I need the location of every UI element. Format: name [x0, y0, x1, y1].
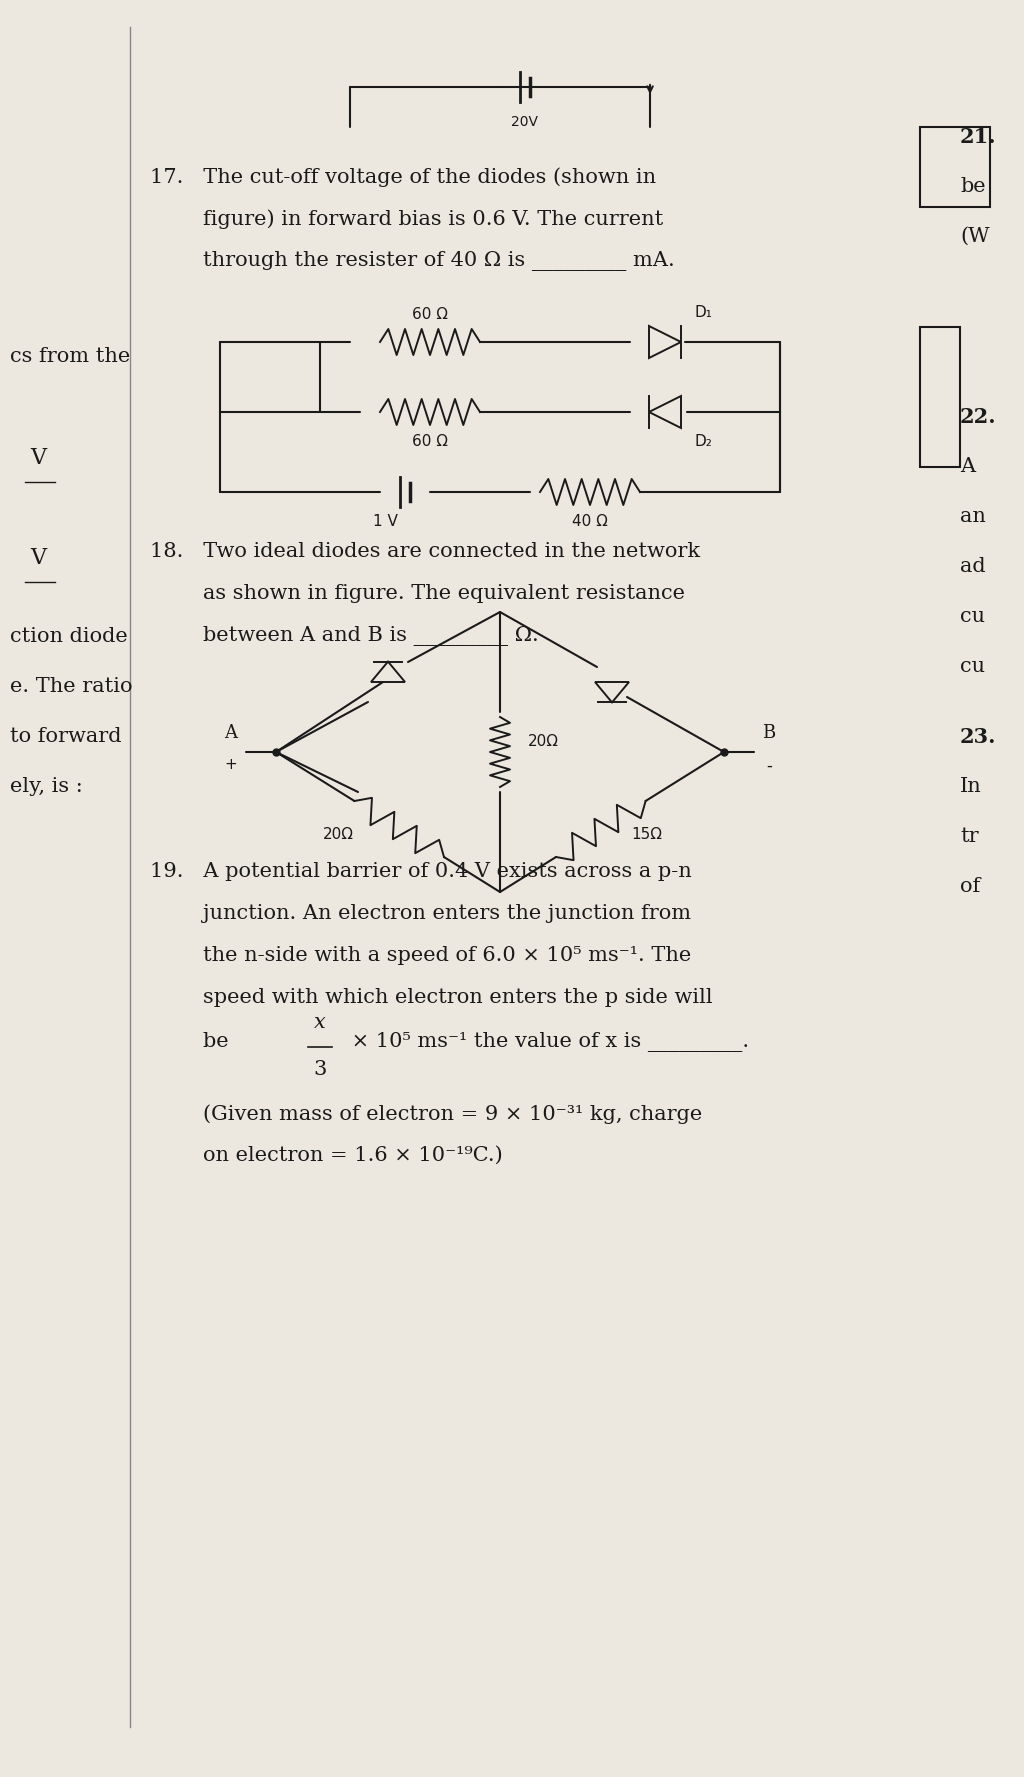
- Text: 20Ω: 20Ω: [323, 826, 353, 842]
- Text: A: A: [961, 457, 975, 476]
- Text: x: x: [314, 1013, 326, 1032]
- Text: D₁: D₁: [695, 306, 713, 320]
- Text: an: an: [961, 506, 986, 526]
- Text: ely, is :: ely, is :: [10, 777, 83, 796]
- Text: be: be: [961, 178, 986, 195]
- Text: 60 Ω: 60 Ω: [412, 434, 449, 450]
- Text: (Given mass of electron = 9 × 10⁻³¹ kg, charge: (Given mass of electron = 9 × 10⁻³¹ kg, …: [150, 1104, 702, 1123]
- Text: 60 Ω: 60 Ω: [412, 307, 449, 322]
- Text: cs from the: cs from the: [10, 347, 130, 366]
- Text: be: be: [150, 1032, 236, 1050]
- Text: 23.: 23.: [961, 727, 996, 746]
- Text: as shown in figure. The equivalent resistance: as shown in figure. The equivalent resis…: [150, 585, 685, 602]
- Text: × 10⁵ ms⁻¹ the value of x is _________.: × 10⁵ ms⁻¹ the value of x is _________.: [345, 1032, 750, 1052]
- Text: V: V: [30, 547, 46, 569]
- Text: through the resister of 40 Ω is _________ mA.: through the resister of 40 Ω is ________…: [150, 251, 675, 272]
- Text: 15Ω: 15Ω: [632, 826, 663, 842]
- Text: (W: (W: [961, 227, 989, 245]
- Text: +: +: [224, 757, 238, 771]
- Text: -: -: [766, 757, 772, 775]
- Text: 40 Ω: 40 Ω: [572, 514, 608, 530]
- Text: 20Ω: 20Ω: [528, 734, 559, 750]
- Text: e. The ratio: e. The ratio: [10, 677, 132, 697]
- Bar: [920, 126, 990, 206]
- Text: 17.   The cut-off voltage of the diodes (shown in: 17. The cut-off voltage of the diodes (s…: [150, 167, 656, 187]
- Bar: [920, 327, 959, 467]
- Text: of: of: [961, 878, 980, 896]
- Text: on electron = 1.6 × 10⁻¹⁹C.): on electron = 1.6 × 10⁻¹⁹C.): [150, 1146, 503, 1166]
- Text: 3: 3: [313, 1061, 327, 1079]
- Text: A: A: [224, 723, 238, 743]
- Text: junction. An electron enters the junction from: junction. An electron enters the junctio…: [150, 904, 691, 922]
- Text: 1 V: 1 V: [373, 514, 397, 530]
- Text: the n-side with a speed of 6.0 × 10⁵ ms⁻¹. The: the n-side with a speed of 6.0 × 10⁵ ms⁻…: [150, 945, 691, 965]
- Text: figure) in forward bias is 0.6 V. The current: figure) in forward bias is 0.6 V. The cu…: [150, 210, 664, 229]
- Text: ad: ad: [961, 556, 986, 576]
- Text: 18.   Two ideal diodes are connected in the network: 18. Two ideal diodes are connected in th…: [150, 542, 700, 562]
- Text: B: B: [763, 723, 775, 743]
- Text: cu: cu: [961, 608, 985, 626]
- Text: 19.   A potential barrier of 0.4 V exists across a p-n: 19. A potential barrier of 0.4 V exists …: [150, 862, 692, 881]
- Text: to forward: to forward: [10, 727, 122, 746]
- Text: 22.: 22.: [961, 407, 996, 426]
- Text: cu: cu: [961, 657, 985, 675]
- Text: 21.: 21.: [961, 126, 996, 147]
- Text: 20V: 20V: [512, 116, 539, 130]
- Text: ction diode: ction diode: [10, 627, 128, 647]
- Text: V: V: [30, 448, 46, 469]
- Text: speed with which electron enters the p side will: speed with which electron enters the p s…: [150, 988, 713, 1008]
- Text: D₂: D₂: [695, 434, 713, 450]
- Text: tr: tr: [961, 826, 979, 846]
- Text: In: In: [961, 777, 982, 796]
- Text: between A and B is _________ Ω.: between A and B is _________ Ω.: [150, 626, 539, 647]
